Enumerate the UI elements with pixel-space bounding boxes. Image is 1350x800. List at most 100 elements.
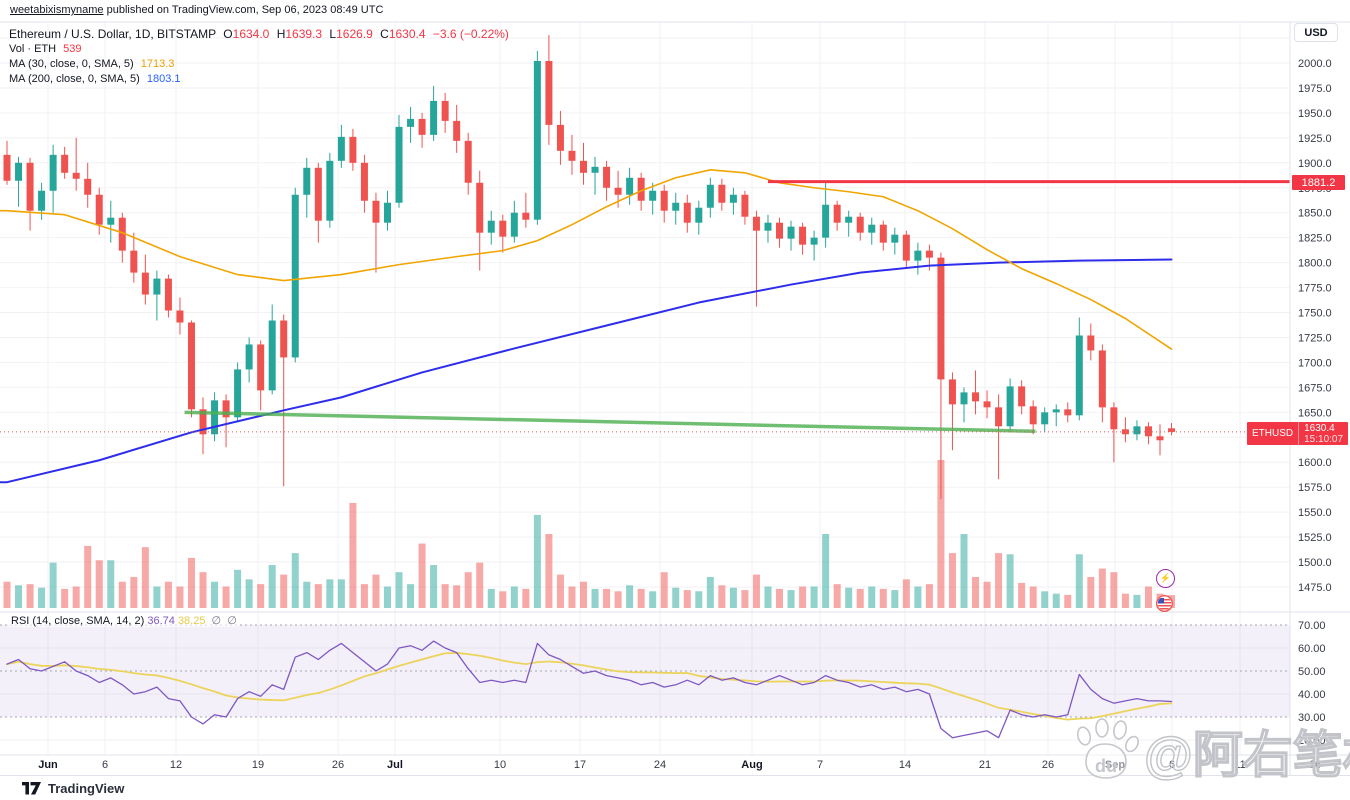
ma30-value: 1713.3 <box>140 58 175 70</box>
usd-flag-icon <box>1156 595 1173 612</box>
price-tick: 1950.0 <box>1298 108 1332 120</box>
rsi-legend-row[interactable]: RSI (14, close, SMA, 14, 2) 36.74 38.25 … <box>9 614 239 627</box>
chart-legend: Ethereum / U.S. Dollar, 1D, BITSTAMP O16… <box>9 27 509 87</box>
ma-layer <box>0 168 1173 484</box>
time-tick: 14 <box>899 759 911 771</box>
last-price-value: 1630.4 <box>1304 423 1335 434</box>
rsi-empty-2: ∅ <box>227 615 237 627</box>
price-tick: 1800.0 <box>1298 258 1332 270</box>
symbol-title: Ethereum / U.S. Dollar, 1D, BITSTAMP <box>9 27 216 41</box>
rsi-tick: 50.00 <box>1298 666 1326 678</box>
price-tick: 1725.0 <box>1298 332 1332 344</box>
ma200-value: 1803.1 <box>146 73 181 85</box>
price-tick: 1500.0 <box>1298 557 1332 569</box>
high-key: H <box>276 27 286 41</box>
footer-bar: TradingView <box>0 775 1350 800</box>
high-value: 1639.3 <box>285 27 323 41</box>
open-value: 1634.0 <box>232 27 270 41</box>
price-tick: 1600.0 <box>1298 457 1332 469</box>
open-key: O <box>223 27 233 41</box>
attribution-text: published on TradingView.com, Sep 06, 20… <box>103 4 384 16</box>
time-axis[interactable]: Jun 6 12 19 26 Jul 10 17 24 Aug 7 14 21 26 Sep 6 11 16 <box>38 759 1321 771</box>
volume-legend-row[interactable]: Vol · ETH 539 <box>9 42 509 56</box>
hline-price-label: 1881.2 <box>1292 175 1345 190</box>
pair-logos: ⚡ <box>1156 569 1175 619</box>
low-value: 1626.9 <box>336 27 373 41</box>
bar-countdown: 15:10:07 <box>1304 434 1344 445</box>
time-tick: 24 <box>654 759 666 771</box>
tradingview-brand-text[interactable]: TradingView <box>48 781 125 796</box>
change-value: −3.6 (−0.22%) <box>432 27 509 41</box>
time-tick: 17 <box>574 759 586 771</box>
price-axis[interactable]: 2025.02000.01975.01950.01925.01900.01875… <box>1298 33 1332 594</box>
candles-layer <box>3 35 1176 500</box>
tradingview-logo-icon[interactable] <box>22 782 41 795</box>
time-tick: 19 <box>252 759 264 771</box>
price-tick: 1925.0 <box>1298 133 1332 145</box>
volume-value: 539 <box>63 43 82 55</box>
time-tick: 12 <box>170 759 182 771</box>
time-tick: 7 <box>817 759 823 771</box>
rsi-axis[interactable]: 70.00 60.00 50.00 40.00 30.00 20.00 <box>1298 620 1326 747</box>
price-tick: 1975.0 <box>1298 83 1332 95</box>
price-tick: 1675.0 <box>1298 382 1332 394</box>
price-tick: 1850.0 <box>1298 208 1332 220</box>
price-tick: 1475.0 <box>1298 582 1332 594</box>
price-tick: 1525.0 <box>1298 532 1332 544</box>
volume-label: Vol · ETH <box>9 43 57 55</box>
price-tick: 1575.0 <box>1298 482 1332 494</box>
time-tick: Jul <box>387 759 403 771</box>
time-tick: 11 <box>1234 759 1245 771</box>
time-tick: 6 <box>102 759 108 771</box>
rsi-label: RSI (14, close, SMA, 14, 2) <box>11 615 145 627</box>
time-tick: 16 <box>1309 759 1321 771</box>
drawings-layer <box>0 180 1290 434</box>
ma200-label: MA (200, close, 0, SMA, 5) <box>9 73 140 85</box>
close-value: 1630.4 <box>388 27 426 41</box>
close-key: C <box>380 27 389 41</box>
rsi-ma-value: 38.25 <box>177 615 206 627</box>
ma30-label: MA (30, close, 0, SMA, 5) <box>9 58 134 70</box>
price-tick: 1775.0 <box>1298 283 1332 295</box>
rsi-ma-line <box>6 652 1173 721</box>
time-tick: 21 <box>979 759 991 771</box>
time-tick: 6 <box>1169 759 1175 771</box>
rsi-tick: 40.00 <box>1298 689 1326 701</box>
volume-layer <box>3 460 1176 608</box>
time-tick: 26 <box>1042 759 1054 771</box>
time-tick: Jun <box>38 759 58 771</box>
price-tick: 1650.0 <box>1298 407 1332 419</box>
price-tick: 1825.0 <box>1298 233 1332 245</box>
symbol-legend-row[interactable]: Ethereum / U.S. Dollar, 1D, BITSTAMP O16… <box>9 27 509 41</box>
price-tick: 1900.0 <box>1298 158 1332 170</box>
grid-layer <box>0 22 1290 755</box>
rsi-empty-1: ∅ <box>211 615 222 627</box>
rsi-value: 36.74 <box>147 615 175 627</box>
last-price-label: ETHUSD 1630.4 15:10:07 <box>1247 422 1349 445</box>
time-tick: Sep <box>1105 759 1125 771</box>
time-tick: 10 <box>494 759 506 771</box>
snapshot-attribution: weetabixismyname published on TradingVie… <box>10 4 383 16</box>
symbol-tag: ETHUSD <box>1247 422 1300 445</box>
ma30-legend-row[interactable]: MA (30, close, 0, SMA, 5) 1713.3 <box>9 57 509 71</box>
rsi-band <box>0 624 1290 718</box>
author-link[interactable]: weetabixismyname <box>10 4 104 16</box>
ma30-line <box>0 168 1173 350</box>
price-tick: 1550.0 <box>1298 507 1332 519</box>
rsi-tick: 60.00 <box>1298 643 1326 655</box>
ma200-legend-row[interactable]: MA (200, close, 0, SMA, 5) 1803.1 <box>9 72 509 86</box>
rsi-tick: 30.00 <box>1298 712 1326 724</box>
ethereum-icon: ⚡ <box>1156 569 1175 588</box>
currency-toggle-button[interactable]: USD <box>1294 23 1338 42</box>
rsi-line <box>6 640 1173 739</box>
trendline <box>184 410 1036 434</box>
price-tick: 2000.0 <box>1298 58 1332 70</box>
low-key: L <box>329 27 337 41</box>
rsi-tick: 20.00 <box>1298 735 1326 747</box>
time-tick: 26 <box>332 759 344 771</box>
ma200-line <box>0 258 1173 484</box>
price-tick: 1750.0 <box>1298 308 1332 320</box>
price-tick: 1700.0 <box>1298 357 1332 369</box>
